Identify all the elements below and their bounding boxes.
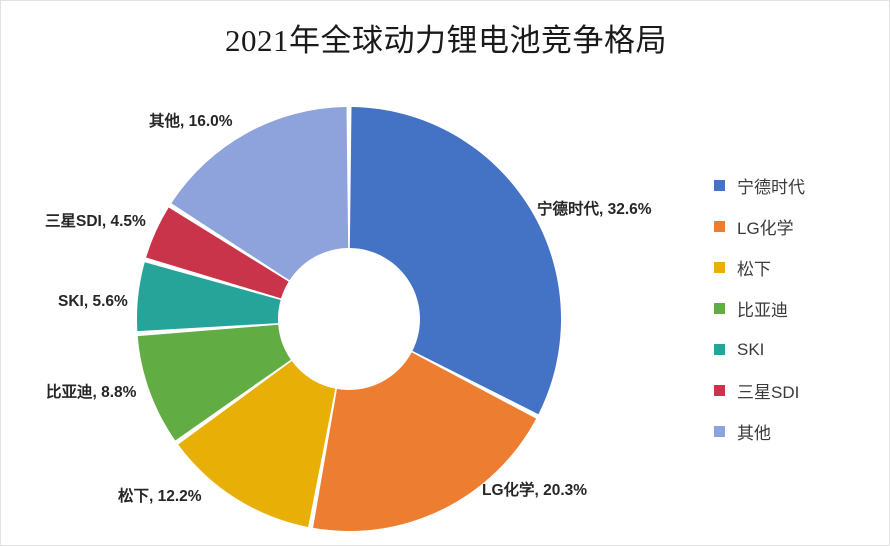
legend-item[interactable]: LG化学 (714, 206, 884, 247)
slice-label-lg: LG化学, 20.3% (482, 482, 588, 499)
pie-slice[interactable] (146, 207, 289, 299)
pie-slice[interactable] (171, 107, 349, 281)
legend-item-label: 三星SDI (737, 383, 800, 402)
legend-item-label: SKI (737, 339, 765, 359)
legend-item-label: LG化学 (737, 219, 794, 238)
legend-item-label: 宁德时代 (737, 178, 805, 197)
legend-item[interactable]: 宁德时代 (714, 165, 884, 206)
legend-item[interactable]: 松下 (714, 247, 884, 288)
slice-label-other: 其他, 16.0% (149, 113, 233, 130)
legend-swatch-icon (714, 180, 725, 191)
chart-legend: 宁德时代 LG化学松下比亚迪 SKI 三星SDI 其他 (714, 165, 884, 452)
pie-slice[interactable] (178, 361, 336, 528)
legend-swatch-icon (714, 262, 725, 273)
legend-swatch-icon (714, 426, 725, 437)
chart-plot-area: 宁德时代, 32.6% LG化学, 20.3% 松下, 12.2% 比亚迪, 8… (1, 1, 701, 545)
pie-slice[interactable] (137, 324, 291, 441)
legend-item[interactable]: 比亚迪 (714, 288, 884, 329)
legend-swatch-icon (714, 344, 725, 355)
legend-item-label: 比亚迪 (737, 301, 788, 320)
slice-label-samsung: 三星SDI, 4.5% (45, 213, 146, 230)
slice-label-ningde: 宁德时代, 32.6% (537, 201, 652, 218)
legend-swatch-icon (714, 385, 725, 396)
slice-label-ski: SKI, 5.6% (58, 293, 128, 310)
legend-item-label: 其他 (737, 424, 771, 443)
legend-swatch-icon (714, 303, 725, 314)
chart-title: 2021年全球动力锂电池竞争格局 (225, 23, 667, 58)
pie-slice[interactable] (313, 352, 537, 531)
donut-svg (137, 107, 562, 531)
legend-item[interactable]: 三星SDI (714, 370, 884, 411)
legend-swatch-icon (714, 221, 725, 232)
slice-label-byd: 比亚迪, 8.8% (46, 384, 137, 401)
pie-slice[interactable] (137, 262, 281, 332)
pie-slice[interactable] (349, 107, 562, 415)
legend-item-label: 松下 (737, 260, 771, 279)
legend-item[interactable]: SKI (714, 329, 884, 370)
slice-label-songxia: 松下, 12.2% (118, 488, 202, 505)
legend-item[interactable]: 其他 (714, 411, 884, 452)
